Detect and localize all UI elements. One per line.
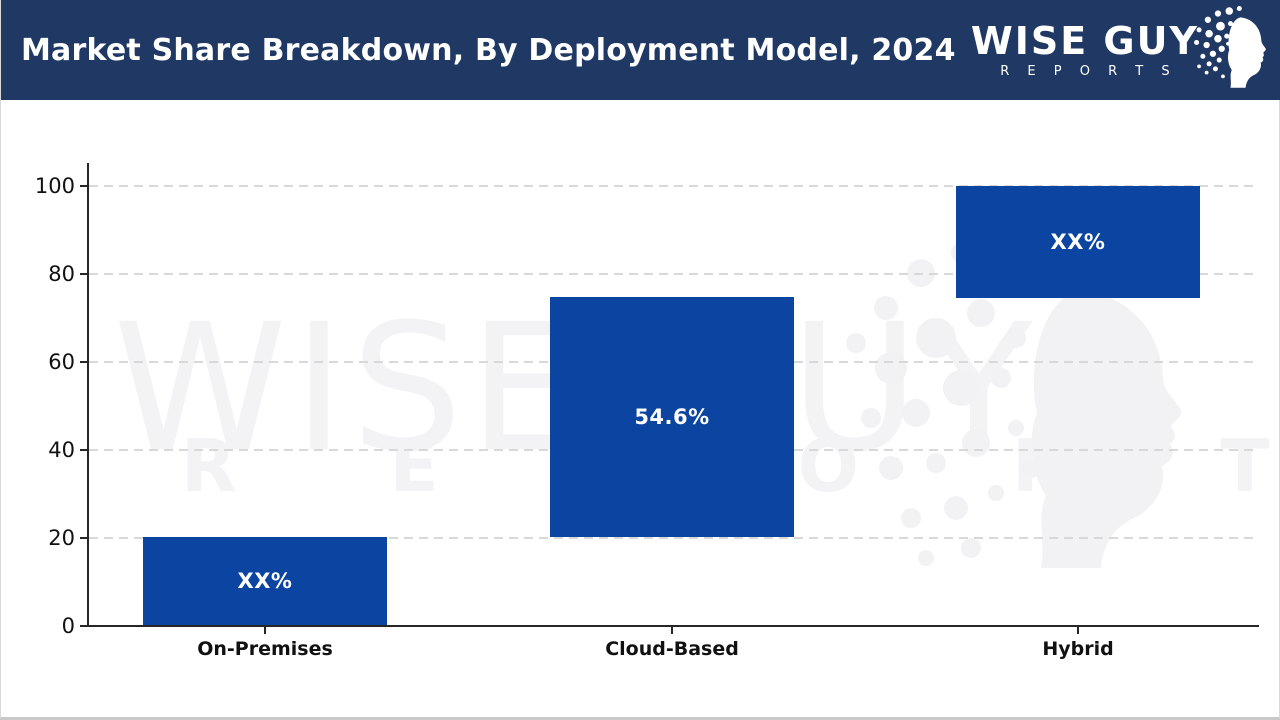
brand-subtitle: R E P O R T S (1000, 63, 1177, 79)
y-tick-label-80: 80 (48, 262, 75, 286)
y-tick-label-0: 0 (61, 614, 75, 638)
y-tick-20 (80, 537, 88, 539)
gridline-80 (89, 273, 1259, 275)
x-tick-hybrid (1077, 627, 1079, 634)
bar-value-label: 54.6% (634, 405, 710, 429)
y-tick-40 (80, 449, 88, 451)
x-axis-line (87, 625, 1259, 627)
bar-cloud-based: 54.6% (550, 297, 794, 537)
y-axis-line (87, 163, 89, 627)
chart-plot-area: WISE GUY R E P O R T S (1, 100, 1280, 717)
y-tick-label-100: 100 (34, 174, 75, 198)
gridline-20 (89, 537, 1259, 539)
page-title: Market Share Breakdown, By Deployment Mo… (21, 32, 956, 68)
bar-on-premises: XX% (143, 537, 387, 625)
bar-value-label: XX% (237, 569, 293, 593)
x-category-label-cloud-based: Cloud-Based (605, 638, 739, 660)
x-tick-cloud-based (671, 627, 673, 634)
y-tick-label-60: 60 (48, 350, 75, 374)
y-tick-label-40: 40 (48, 438, 75, 462)
y-tick-0 (80, 625, 88, 627)
y-tick-60 (80, 361, 88, 363)
bar-value-label: XX% (1050, 230, 1106, 254)
y-tick-100 (80, 185, 88, 187)
header-bar: Market Share Breakdown, By Deployment Mo… (1, 0, 1280, 100)
brand-name: WISE GUY (970, 18, 1199, 63)
brand-logo-text: WISE GUY R E P O R T S (971, 22, 1199, 79)
logo-face-icon (1194, 6, 1266, 88)
gridline-100 (89, 185, 1259, 187)
y-tick-label-20: 20 (48, 526, 75, 550)
x-tick-on-premises (264, 627, 266, 634)
x-category-label-hybrid: Hybrid (1042, 638, 1114, 660)
y-tick-80 (80, 273, 88, 275)
brand-logo: WISE GUY R E P O R T S (971, 6, 1267, 94)
bar-hybrid: XX% (956, 186, 1200, 298)
x-category-label-on-premises: On-Premises (197, 638, 333, 660)
